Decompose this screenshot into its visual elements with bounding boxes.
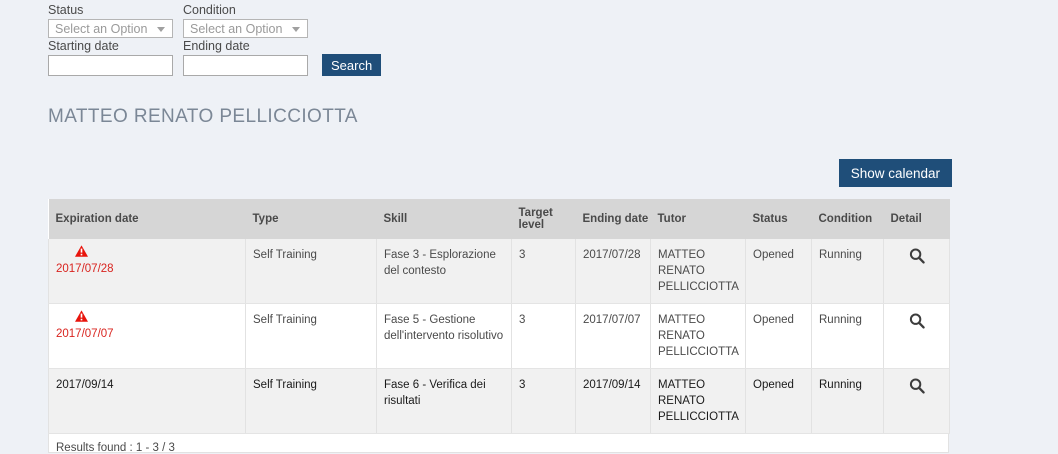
cell-target-level: 3 [511, 303, 576, 369]
status-select[interactable]: Select an Option [48, 19, 173, 38]
col-detail[interactable]: Detail [883, 199, 950, 239]
cell-status: Opened [745, 239, 812, 304]
condition-filter-field: Condition Select an Option [183, 2, 314, 38]
expiration-date-value: 2017/07/07 [56, 328, 114, 340]
cell-tutor: MATTEO RENATO PELLICCIOTTA [650, 368, 746, 434]
cell-condition: Running [811, 303, 884, 369]
ending-date-label: Ending date [183, 39, 250, 53]
condition-select-value: Select an Option [190, 21, 283, 36]
cell-target-level: 3 [511, 368, 576, 434]
results-count: Results found : 1 - 3 / 3 [48, 434, 949, 454]
table-head: Expiration date Type Skill Target level … [48, 199, 950, 239]
cell-expiration-date: 2017/07/28 [48, 239, 246, 304]
cell-skill: Fase 5 - Gestione dell'intervento risolu… [376, 303, 512, 369]
magnifier-icon[interactable] [908, 247, 926, 265]
col-target-level[interactable]: Target level [511, 199, 576, 239]
status-select-value: Select an Option [55, 21, 148, 36]
cell-tutor: MATTEO RENATO PELLICCIOTTA [650, 239, 746, 304]
table-body: 2017/07/28 Self Training Fase 3 - Esplor… [48, 239, 950, 434]
cell-ending-date: 2017/07/07 [575, 303, 651, 369]
filter-row-selects: Status Select an Option Condition Select… [48, 2, 968, 38]
cell-type: Self Training [245, 303, 377, 369]
table-header-row: Expiration date Type Skill Target level … [48, 199, 950, 239]
cell-expiration-date: 2017/09/14 [48, 368, 246, 434]
cell-detail[interactable] [883, 239, 950, 304]
warning-triangle-icon [75, 310, 88, 322]
cell-skill: Fase 6 - Verifica dei risultati [376, 368, 512, 434]
col-skill[interactable]: Skill [376, 199, 512, 239]
cell-status: Opened [745, 303, 812, 369]
expiration-date-value: 2017/09/14 [56, 379, 114, 391]
magnifier-icon[interactable] [908, 377, 926, 395]
results-table-container: Expiration date Type Skill Target level … [48, 199, 950, 454]
starting-date-field: Starting date [48, 38, 179, 76]
cell-detail[interactable] [883, 303, 950, 369]
cell-tutor: MATTEO RENATO PELLICCIOTTA [650, 303, 746, 369]
condition-select[interactable]: Select an Option [183, 19, 308, 38]
filter-row-dates: Starting date Ending date Search [48, 38, 968, 76]
chevron-down-icon [292, 26, 300, 32]
cell-target-level: 3 [511, 239, 576, 304]
cell-ending-date: 2017/07/28 [575, 239, 651, 304]
cell-type: Self Training [245, 239, 377, 304]
chevron-down-icon [157, 26, 165, 32]
cell-expiration-date: 2017/07/07 [48, 303, 246, 369]
col-ending-date[interactable]: Ending date [575, 199, 651, 239]
cell-skill: Fase 3 - Esplorazione del contesto [376, 239, 512, 304]
condition-label: Condition [183, 3, 236, 17]
table-row[interactable]: 2017/09/14 Self Training Fase 6 - Verifi… [48, 368, 950, 434]
cell-condition: Running [811, 239, 884, 304]
starting-date-label: Starting date [48, 39, 119, 53]
search-button[interactable]: Search [322, 54, 382, 76]
magnifier-icon[interactable] [908, 312, 926, 330]
status-label: Status [48, 3, 84, 17]
status-filter-field: Status Select an Option [48, 2, 179, 38]
expiration-date-value: 2017/07/28 [56, 263, 114, 275]
show-calendar-button[interactable]: Show calendar [838, 159, 952, 187]
cell-ending-date: 2017/09/14 [575, 368, 651, 434]
col-tutor[interactable]: Tutor [650, 199, 746, 239]
cell-condition: Running [811, 368, 884, 434]
col-condition[interactable]: Condition [811, 199, 884, 239]
col-type[interactable]: Type [245, 199, 377, 239]
cell-detail[interactable] [883, 368, 950, 434]
ending-date-input[interactable] [183, 55, 308, 76]
col-expiration-date[interactable]: Expiration date [48, 199, 246, 239]
page-title: MATTEO RENATO PELLICCIOTTA [48, 106, 358, 127]
cell-status: Opened [745, 368, 812, 434]
warning-triangle-icon [75, 245, 88, 257]
search-filter-bar: Status Select an Option Condition Select… [48, 2, 968, 76]
table-row[interactable]: 2017/07/07 Self Training Fase 5 - Gestio… [48, 303, 950, 369]
col-status[interactable]: Status [745, 199, 812, 239]
starting-date-input[interactable] [48, 55, 173, 76]
ending-date-field: Ending date [183, 38, 314, 76]
cell-type: Self Training [245, 368, 377, 434]
table-row[interactable]: 2017/07/28 Self Training Fase 3 - Esplor… [48, 239, 950, 304]
results-table: Expiration date Type Skill Target level … [48, 199, 950, 434]
